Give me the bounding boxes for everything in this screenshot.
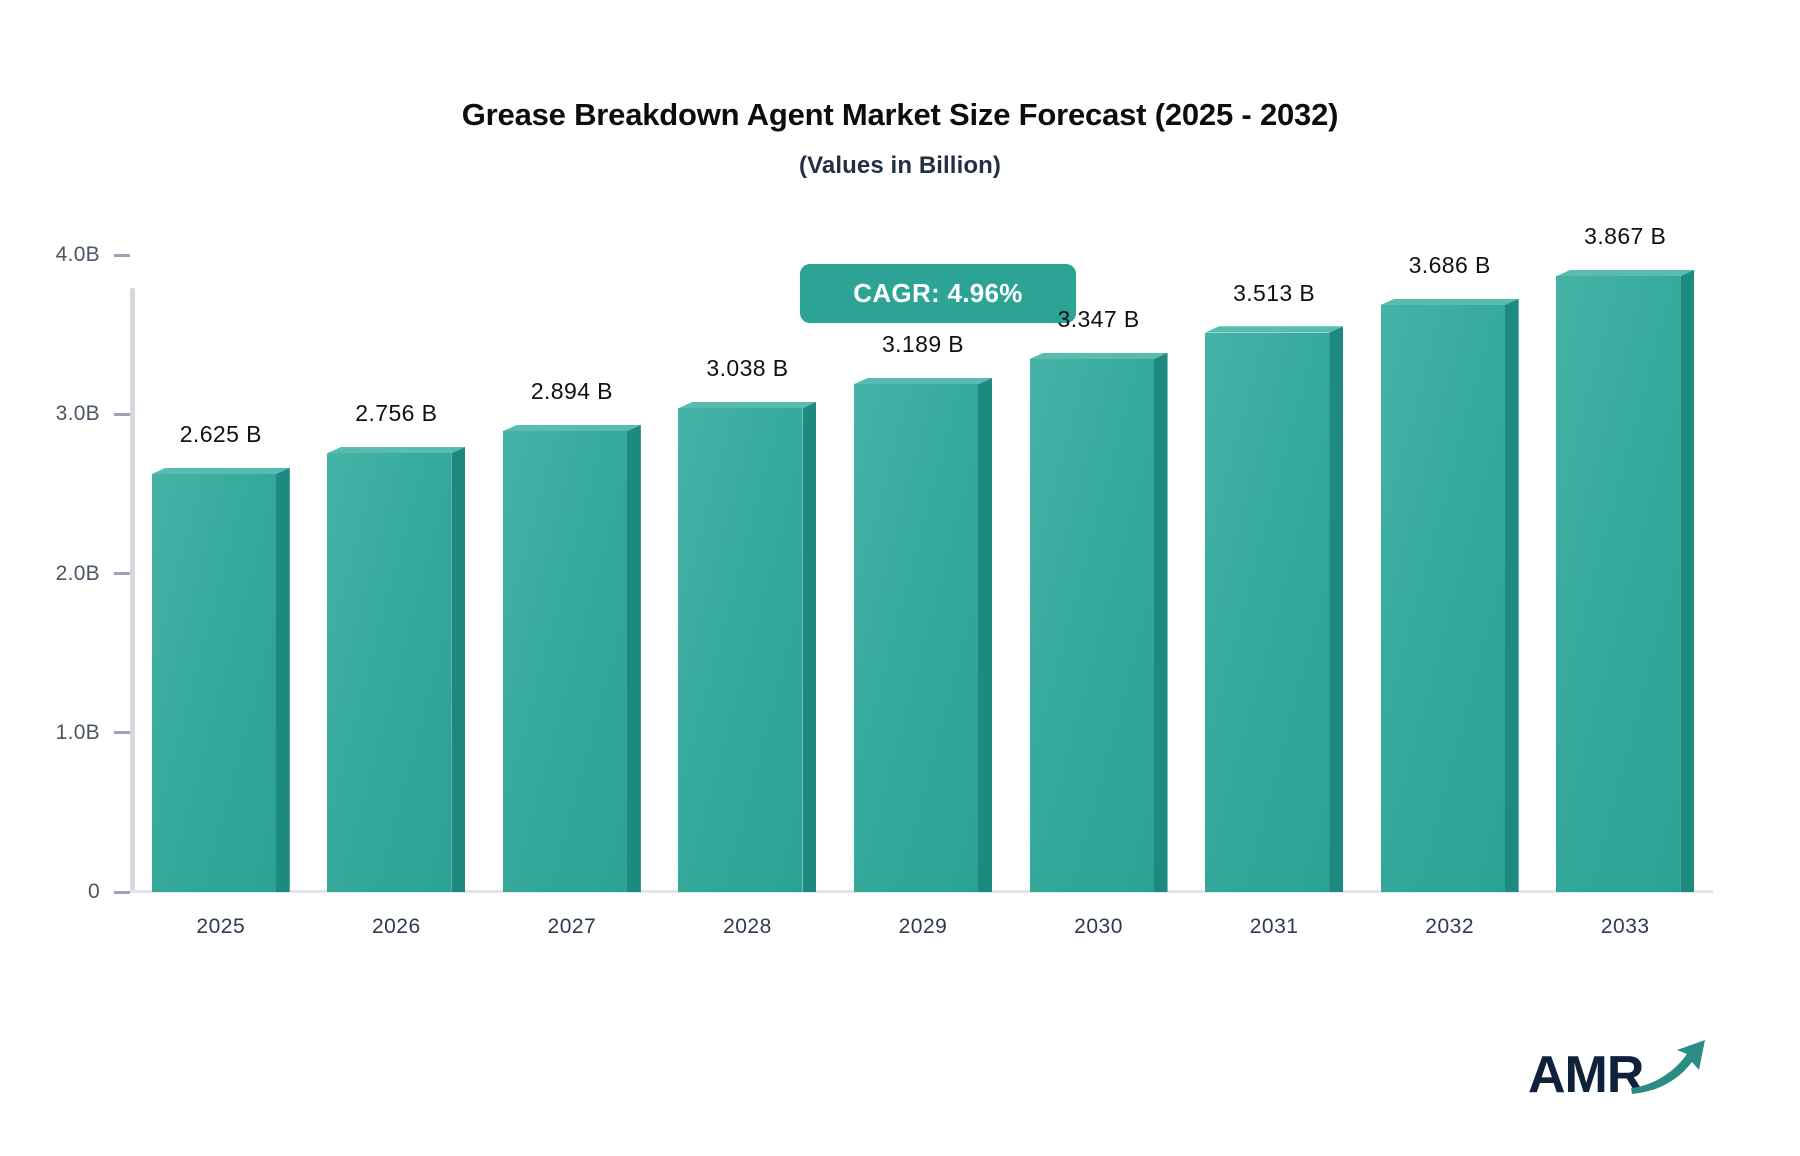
cagr-badge: CAGR: 4.96%	[800, 264, 1076, 323]
y-axis-tick-mark	[114, 253, 130, 257]
bar-side-face	[1504, 298, 1519, 892]
bar-side-face	[1329, 326, 1344, 892]
bar[interactable]: 3.189 B	[854, 331, 992, 892]
y-axis-tick: 3.0B	[0, 402, 130, 426]
bar-front-face	[854, 384, 978, 892]
page-title: Grease Breakdown Agent Market Size Forec…	[461, 97, 1339, 132]
bar[interactable]: 3.686 B	[1380, 252, 1519, 892]
bar-front-face	[1029, 359, 1154, 892]
bar-value-label: 3.513 B	[1233, 279, 1316, 306]
bar-front-face	[327, 453, 452, 892]
amr-logo: AMR	[1528, 1038, 1709, 1101]
bar-side-face	[978, 377, 992, 892]
y-axis-tick-label: 1.0B	[55, 720, 100, 744]
bar-front-face	[1380, 305, 1505, 892]
x-axis-tick-label: 2027	[547, 915, 597, 938]
bar-side-face	[802, 401, 817, 892]
x-axis-tick-label: 2031	[1249, 915, 1299, 938]
bar-front-face	[1556, 276, 1681, 892]
x-axis-tick-label: 2029	[898, 915, 948, 938]
bar-value-label: 3.038 B	[706, 355, 789, 382]
bar-top-face	[678, 401, 817, 409]
amr-logo-text: AMR	[1528, 1046, 1644, 1104]
y-axis-tick: 0	[0, 880, 130, 903]
x-axis-tick-label: 2025	[196, 915, 246, 938]
y-axis-tick: 1.0B	[0, 720, 130, 744]
bar-value-label: 3.686 B	[1408, 252, 1491, 279]
bar[interactable]: 3.513 B	[1205, 280, 1344, 892]
bar-side-face	[1680, 269, 1695, 892]
y-axis-tick-mark	[114, 890, 130, 894]
bar-front-face	[502, 431, 627, 892]
bar-value-label: 2.894 B	[530, 378, 613, 405]
bar-top-face	[1380, 298, 1519, 306]
y-axis-tick: 2.0B	[0, 561, 130, 585]
bar-front-face	[678, 408, 803, 892]
bar[interactable]: 2.625 B	[151, 421, 290, 892]
bar-value-label: 2.756 B	[355, 400, 438, 427]
y-axis-tick-label: 0	[88, 880, 100, 903]
bar-top-face	[854, 377, 992, 385]
y-axis-tick: 4.0B	[0, 243, 130, 266]
x-axis-tick-label: 2026	[371, 915, 421, 938]
bar-front-face	[1205, 332, 1330, 892]
bar-top-face	[502, 424, 641, 432]
bar-side-face	[451, 446, 466, 892]
bar[interactable]: 3.038 B	[678, 355, 817, 892]
y-axis-tick-mark	[114, 412, 130, 416]
bar-value-label: 2.625 B	[179, 420, 262, 447]
bar[interactable]: 2.894 B	[502, 378, 641, 892]
y-axis-tick-mark	[114, 731, 130, 735]
y-axis-tick-mark	[114, 572, 130, 575]
x-axis-tick-label: 2028	[723, 915, 772, 938]
bar-side-face	[275, 467, 290, 892]
growth-arrow-icon	[1629, 1038, 1709, 1099]
bar[interactable]: 2.756 B	[327, 400, 466, 892]
bar-value-label: 3.867 B	[1584, 223, 1667, 250]
chart-header: Grease Breakdown Agent Market Size Forec…	[0, 96, 1800, 180]
bar-side-face	[626, 424, 641, 892]
bar-front-face	[151, 473, 276, 892]
y-axis-tick-label: 2.0B	[55, 561, 100, 585]
chart-subtitle: (Values in Billion)	[799, 152, 1001, 180]
bar-top-face	[1556, 269, 1695, 277]
y-axis-tick-label: 4.0B	[55, 243, 100, 266]
y-axis-tick-label: 3.0B	[55, 402, 100, 426]
x-axis-tick-label: 2030	[1074, 915, 1123, 938]
x-axis-tick-label: 2032	[1425, 915, 1474, 938]
bar[interactable]: 3.347 B	[1029, 306, 1168, 892]
y-axis-line	[130, 288, 135, 892]
bar-side-face	[1153, 352, 1168, 892]
cagr-badge-label: CAGR: 4.96%	[853, 278, 1023, 308]
bar-top-face	[327, 446, 466, 454]
x-axis-tick-label: 2033	[1600, 915, 1650, 938]
bar-top-face	[151, 467, 290, 474]
bar-value-label: 3.347 B	[1057, 306, 1140, 332]
bar-top-face	[1029, 352, 1168, 359]
bar[interactable]: 3.867 B	[1556, 223, 1695, 892]
bar-top-face	[1205, 326, 1344, 333]
bar-value-label: 3.189 B	[881, 331, 965, 358]
